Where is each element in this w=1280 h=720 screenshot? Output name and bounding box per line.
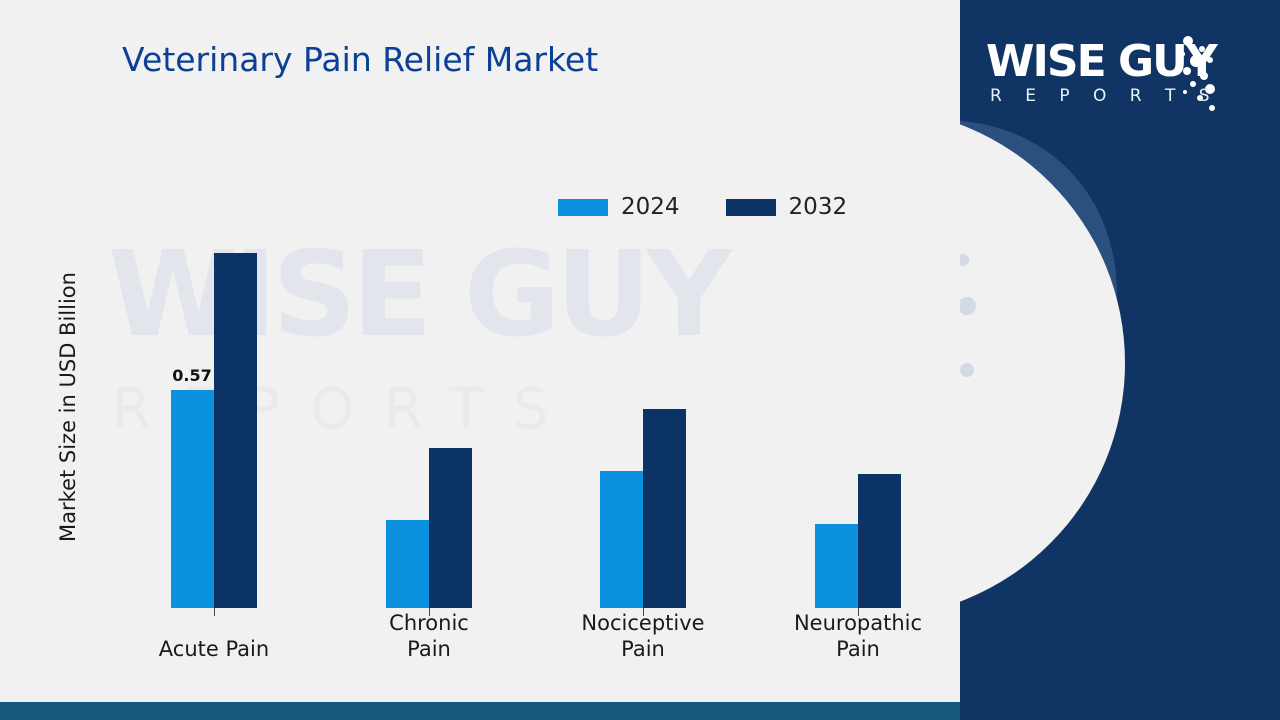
chart-plot-area: Market Size in USD Billion 2024 2032 0.5…	[56, 194, 923, 661]
legend-item-2024[interactable]: 2024	[558, 194, 680, 220]
x-axis-label-acute-pain: Acute Pain	[158, 637, 270, 661]
x-axis-tick	[214, 608, 215, 616]
bottom-accent-strip	[0, 702, 960, 720]
bar-2024[interactable]	[600, 470, 643, 608]
x-axis-tick	[429, 608, 430, 616]
bar-2032[interactable]	[858, 474, 901, 608]
x-axis-label-nociceptive-pain: Nociceptive Pain	[581, 611, 705, 661]
x-axis-tick	[643, 608, 644, 616]
bar-2024[interactable]	[171, 390, 214, 608]
bars-layer: 0.57 Acute Pain Chronic Pain Nociceptive Pain…	[158, 252, 923, 661]
x-axis-label-chronic-pain: Chronic Pain	[389, 611, 469, 661]
bubble-dots-icon	[1179, 36, 1215, 111]
bar-value-label: 0.57	[172, 366, 212, 386]
bar-2032[interactable]	[429, 447, 472, 608]
bar-2032[interactable]	[214, 252, 257, 608]
logo-wordmark: WISE GUY	[986, 36, 1218, 87]
legend-label-2024: 2024	[621, 194, 680, 220]
page-title: Veterinary Pain Relief Market	[122, 40, 599, 79]
molecule-dots-icon	[960, 254, 976, 377]
brand-panel	[960, 0, 1280, 720]
legend-swatch-2024	[558, 198, 608, 216]
x-axis-label-neuropathic-pain: Neuropathic Pain	[793, 611, 923, 661]
molecule-circle	[960, 108, 1125, 618]
bar-2032[interactable]	[643, 409, 686, 608]
bar-2024[interactable]	[386, 520, 429, 608]
wiseguy-logo: WISE GUY R E P O R T S	[980, 34, 1218, 120]
logo-subtitle: R E P O R T S	[990, 86, 1219, 106]
x-axis-tick	[858, 608, 859, 616]
legend-label-2032: 2032	[788, 194, 848, 220]
legend-swatch-2032	[725, 198, 776, 216]
legend-item-2032[interactable]: 2032	[725, 194, 848, 220]
bar-2024[interactable]	[815, 524, 858, 608]
chart-legend: 2024 2032	[558, 194, 847, 220]
